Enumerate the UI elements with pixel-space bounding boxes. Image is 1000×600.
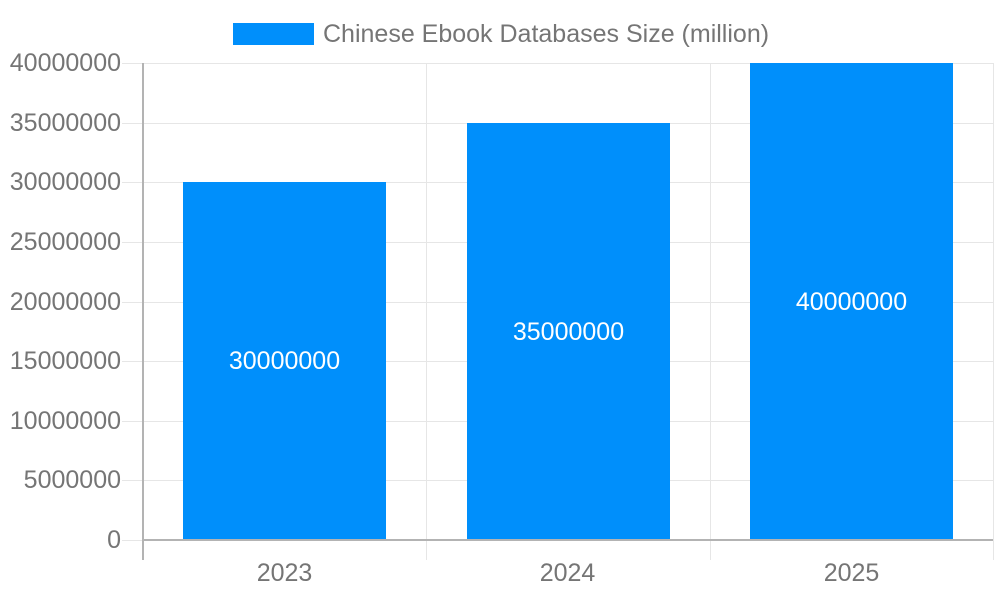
ytick-label: 30000000 bbox=[9, 168, 121, 196]
y-axis-line bbox=[142, 63, 144, 560]
x-axis-line bbox=[143, 539, 993, 541]
legend-swatch bbox=[233, 23, 314, 45]
xtick-label: 2023 bbox=[256, 559, 313, 587]
category-separator bbox=[710, 63, 711, 560]
bar-value-label: 40000000 bbox=[795, 288, 908, 316]
bar[interactable] bbox=[467, 123, 670, 540]
ytick-label: 20000000 bbox=[9, 288, 121, 316]
category-separator bbox=[993, 63, 994, 560]
bar-value-label: 30000000 bbox=[228, 347, 341, 375]
bar-value-label: 35000000 bbox=[512, 318, 625, 346]
xtick-label: 2025 bbox=[823, 559, 880, 587]
category-separator bbox=[426, 63, 427, 560]
chart-legend[interactable]: Chinese Ebook Databases Size (million) bbox=[233, 19, 769, 49]
ytick-label: 0 bbox=[107, 526, 121, 554]
ytick-label: 5000000 bbox=[23, 466, 121, 494]
gridline bbox=[122, 63, 993, 64]
bar[interactable] bbox=[750, 63, 953, 540]
ytick-label: 25000000 bbox=[9, 228, 121, 256]
bar[interactable] bbox=[183, 182, 386, 540]
ytick-label: 35000000 bbox=[9, 109, 121, 137]
axis-tick bbox=[122, 540, 143, 541]
ytick-label: 15000000 bbox=[9, 347, 121, 375]
ytick-label: 40000000 bbox=[9, 49, 121, 77]
legend-label: Chinese Ebook Databases Size (million) bbox=[323, 19, 770, 48]
xtick-label: 2024 bbox=[539, 559, 596, 587]
ytick-label: 10000000 bbox=[9, 407, 121, 435]
